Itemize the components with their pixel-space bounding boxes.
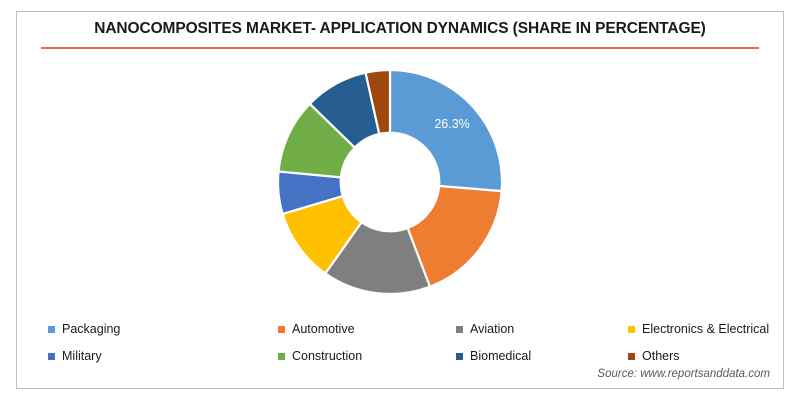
legend-swatch-icon xyxy=(278,353,285,360)
legend-swatch-icon xyxy=(456,353,463,360)
chart-legend: Packaging Automotive Aviation Electronics &… xyxy=(48,316,769,370)
legend-item[interactable]: Packaging xyxy=(48,323,278,336)
legend-item-label: Electronics & Electrical xyxy=(642,322,770,337)
legend-item[interactable]: Biomedical xyxy=(456,350,628,363)
legend-item[interactable]: Military xyxy=(48,350,278,363)
legend-item-label: Military xyxy=(62,349,102,364)
donut-label-group: 26.3% xyxy=(434,117,469,131)
legend-swatch-icon xyxy=(48,326,55,333)
legend-swatch-icon xyxy=(628,326,635,333)
legend-swatch-icon xyxy=(456,326,463,333)
legend-item[interactable]: Aviation xyxy=(456,323,628,336)
donut-chart: 26.3% xyxy=(276,68,504,296)
legend-swatch-icon xyxy=(278,326,285,333)
donut-chart-svg: 26.3% xyxy=(276,68,504,296)
legend-item-label: Aviation xyxy=(470,322,515,337)
donut-center-hole xyxy=(340,132,440,232)
chart-title: NANOCOMPOSITES MARKET- APPLICATION DYNAM… xyxy=(94,20,706,37)
legend-item-label: Others xyxy=(642,349,680,364)
legend-item-label: Construction xyxy=(292,349,363,364)
legend-item[interactable]: Electronics & Electrical xyxy=(628,323,769,336)
legend-item[interactable]: Automotive xyxy=(278,323,456,336)
source-attribution: Source: www.reportsanddata.com xyxy=(597,368,770,380)
title-divider-rule xyxy=(41,47,759,49)
legend-swatch-icon xyxy=(48,353,55,360)
legend-item-label: Packaging xyxy=(62,322,121,337)
donut-slice-label: 26.3% xyxy=(434,117,469,131)
legend-swatch-icon xyxy=(628,353,635,360)
legend-item-label: Automotive xyxy=(292,322,355,337)
legend-item-label: Biomedical xyxy=(470,349,532,364)
legend-item[interactable]: Construction xyxy=(278,350,456,363)
legend-item[interactable]: Others xyxy=(628,350,754,363)
